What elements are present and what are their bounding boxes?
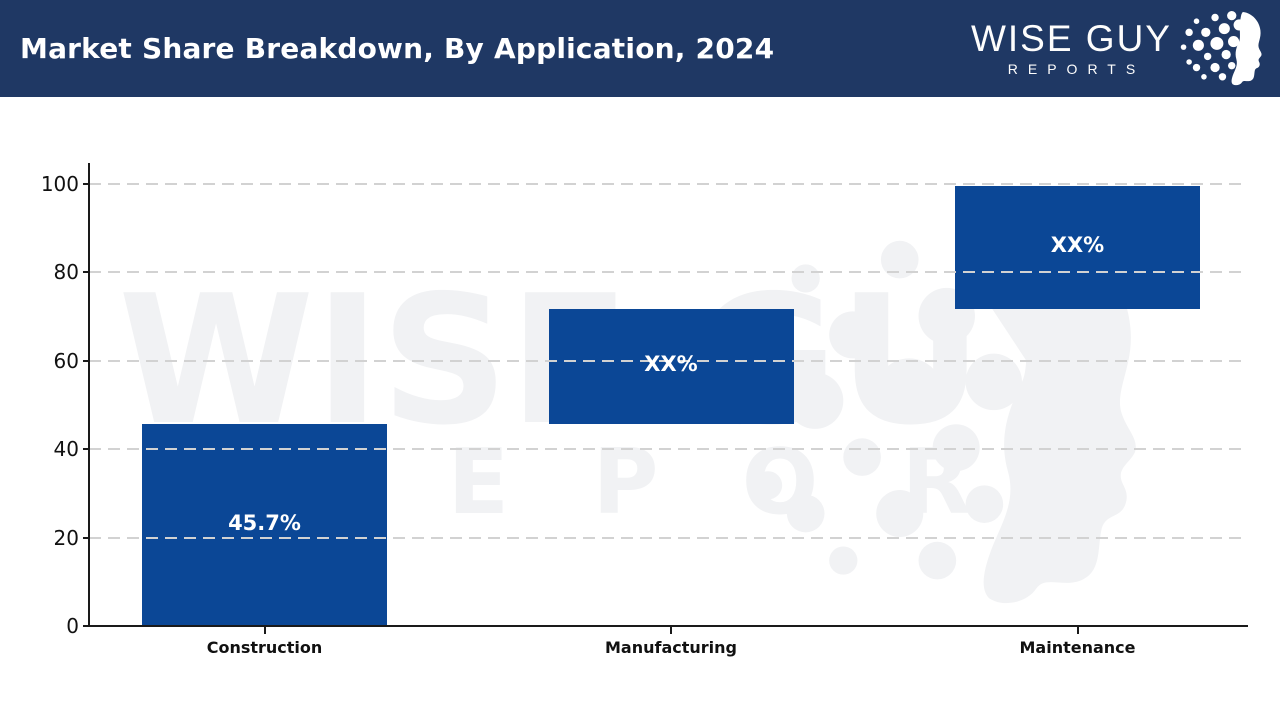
y-tick-mark	[83, 448, 89, 451]
bar-value-label: 45.7%	[228, 511, 301, 535]
bar-value-label: XX%	[1050, 233, 1105, 258]
y-tick-label: 100	[40, 172, 79, 196]
x-tick-mark	[263, 627, 266, 634]
gridline-20	[89, 536, 1248, 539]
logo-name: WISE GUY	[970, 18, 1172, 59]
gridline-60	[89, 359, 1248, 362]
bar-manufacturing	[548, 308, 794, 424]
gridline-80	[89, 271, 1248, 274]
dotted-head-icon	[1180, 10, 1262, 85]
x-tick-label-construction: Construction	[206, 638, 323, 657]
page-title: Market Share Breakdown, By Application, …	[20, 32, 775, 65]
bar-construction	[142, 424, 387, 626]
y-tick-mark	[83, 183, 89, 185]
header-band: Market Share Breakdown, By Application, …	[0, 0, 1280, 97]
y-axis-spine	[88, 163, 90, 627]
x-tick-label-manufacturing: Manufacturing	[605, 638, 737, 657]
y-tick-mark	[83, 536, 89, 539]
logo-subtitle: REPORTS	[1007, 61, 1146, 77]
y-tick-label: 0	[66, 614, 79, 638]
wise-guy-reports-logo: WISE GUY REPORTS	[971, 9, 1266, 89]
y-tick-mark	[83, 359, 89, 362]
x-tick-label-maintenance: Maintenance	[1019, 638, 1136, 657]
y-tick-label: 40	[53, 437, 79, 462]
x-axis-spine	[88, 625, 1248, 627]
y-tick-label: 20	[53, 525, 79, 550]
gridline-40	[89, 448, 1248, 451]
bar-maintenance	[955, 186, 1200, 309]
x-tick-mark	[1076, 627, 1079, 634]
gridline-100	[89, 183, 1248, 185]
y-tick-mark	[83, 271, 89, 274]
y-tick-label: 60	[53, 348, 79, 373]
bar-value-label: XX%	[644, 352, 698, 377]
y-tick-mark	[83, 625, 89, 627]
x-tick-mark	[670, 627, 672, 634]
logo-text: WISE GUY REPORTS	[971, 20, 1172, 77]
y-tick-label: 80	[53, 260, 79, 285]
